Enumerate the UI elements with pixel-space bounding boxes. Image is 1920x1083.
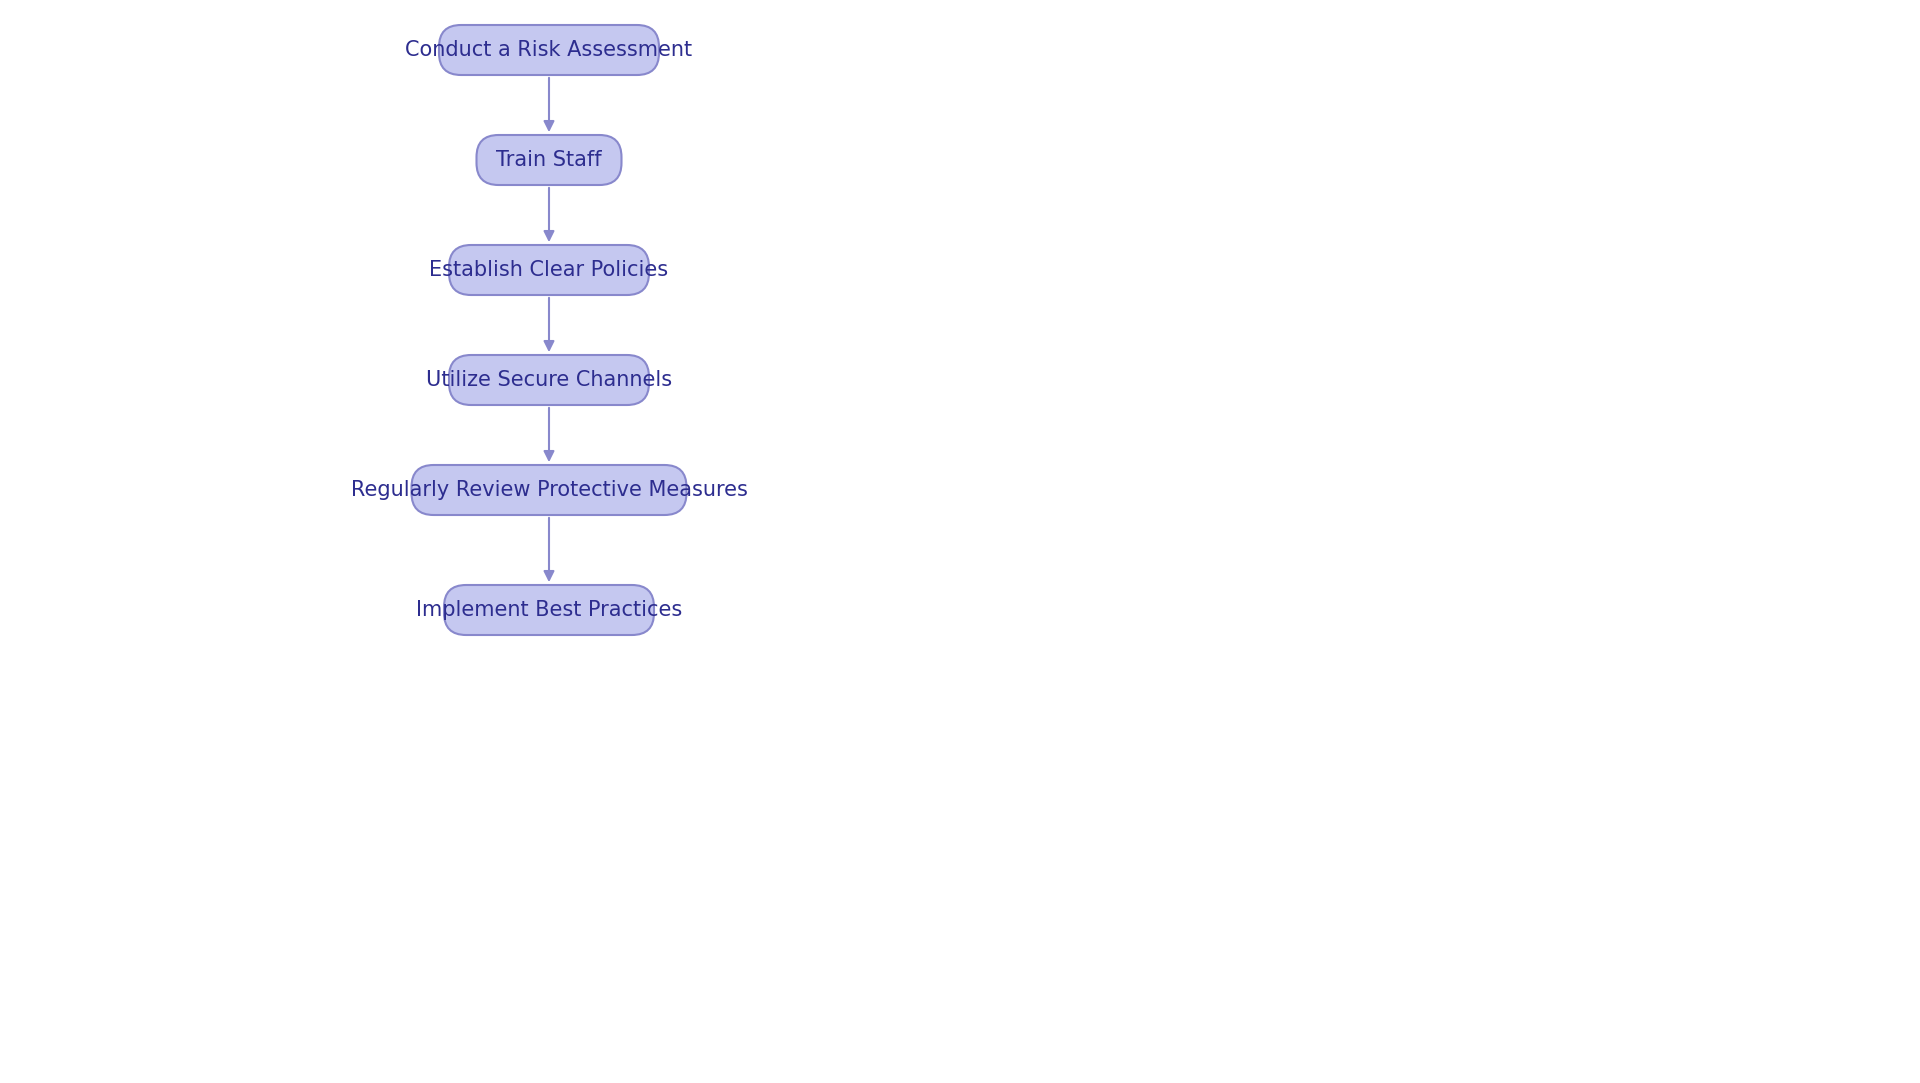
Text: Utilize Secure Channels: Utilize Secure Channels xyxy=(426,370,672,390)
FancyBboxPatch shape xyxy=(449,355,649,405)
Text: Train Staff: Train Staff xyxy=(495,151,601,170)
FancyBboxPatch shape xyxy=(476,135,622,185)
FancyBboxPatch shape xyxy=(440,25,659,75)
FancyBboxPatch shape xyxy=(449,245,649,295)
Text: Implement Best Practices: Implement Best Practices xyxy=(417,600,682,619)
Text: Regularly Review Protective Measures: Regularly Review Protective Measures xyxy=(351,480,747,500)
Text: Conduct a Risk Assessment: Conduct a Risk Assessment xyxy=(405,40,693,60)
FancyBboxPatch shape xyxy=(411,465,687,516)
FancyBboxPatch shape xyxy=(444,585,655,635)
Text: Establish Clear Policies: Establish Clear Policies xyxy=(430,260,668,280)
